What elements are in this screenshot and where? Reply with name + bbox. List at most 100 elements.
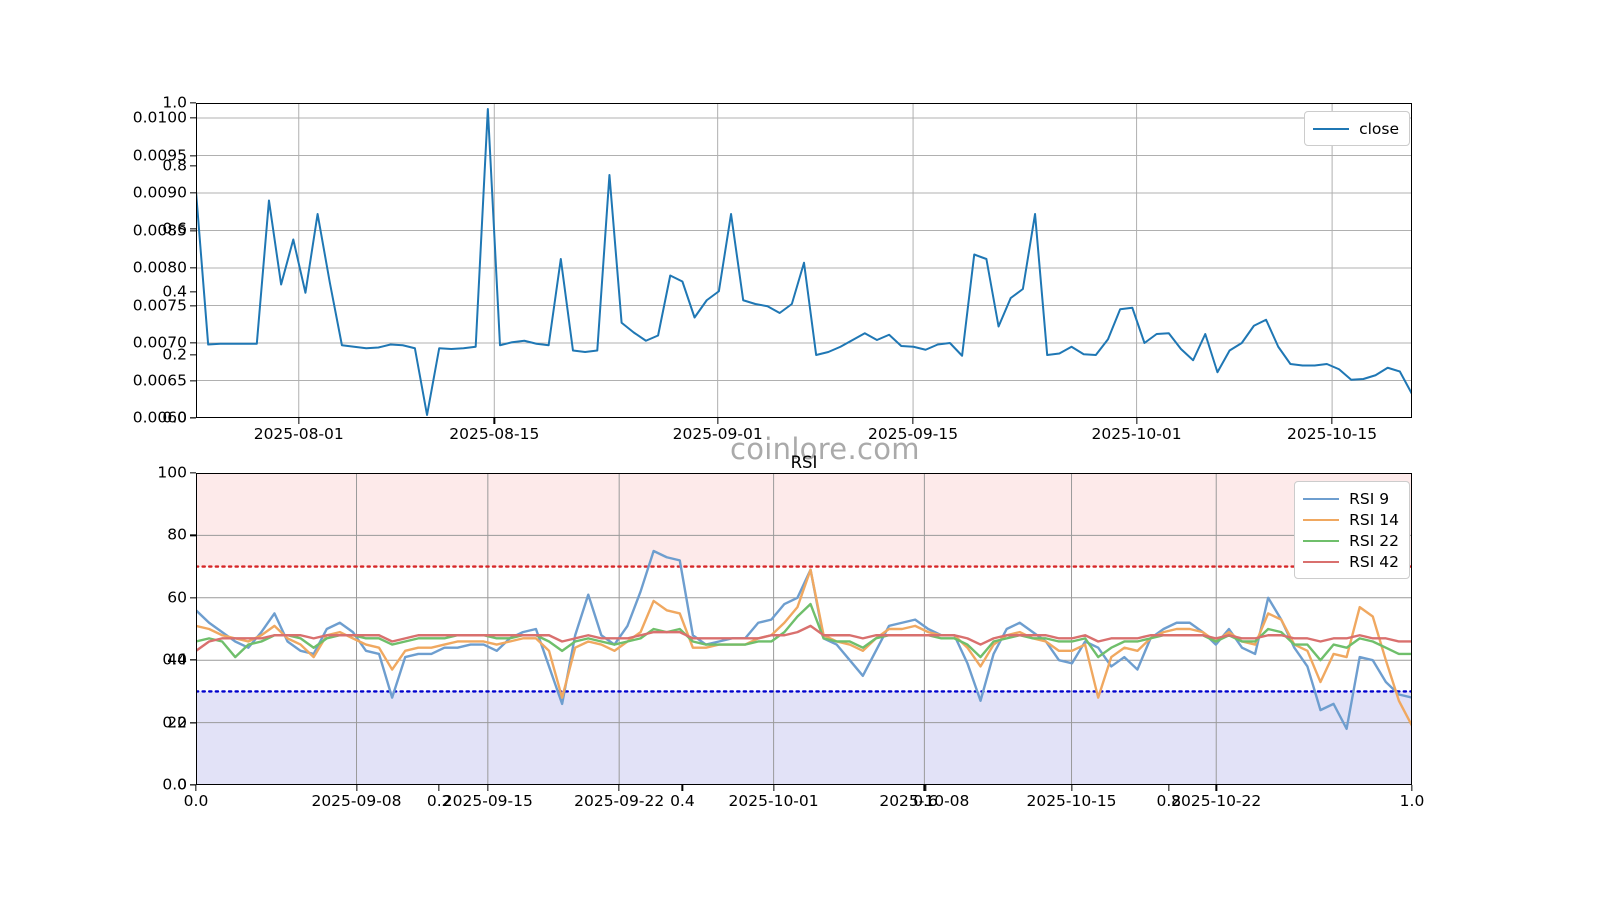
price-y-tick-mark [190, 304, 196, 307]
price-y-tick: 0.0060 [132, 408, 187, 427]
price-y-overlay-tick: 1.0 [162, 93, 187, 112]
rsi-x-date-tick-mark [487, 785, 489, 791]
price-y-tick: 0.0100 [132, 108, 187, 127]
price-legend: close [1304, 111, 1410, 146]
rsi-y-tick-mark [190, 597, 196, 599]
price-y-tick: 0.0075 [132, 295, 187, 314]
price-chart-panel: 0.0060 0.0065 0.0070 0.0075 0.0080 0.0085 0.00… [133, 95, 1412, 442]
rsi-x-date-tick-mark [772, 785, 775, 791]
price-y-tick: 0.0070 [132, 333, 187, 352]
price-y-overlay-tick-mark [190, 417, 196, 419]
rsi-x-date-tick: 2025-10-22 [1171, 792, 1262, 810]
price-close-line [196, 108, 1412, 416]
legend-label: RSI 9 [1349, 489, 1390, 508]
rsi-y-overlay-tick-mark [190, 721, 196, 724]
rsi-plot-area [196, 473, 1412, 785]
price-y-overlay-tick-mark [190, 165, 196, 167]
price-y-tick-mark [190, 379, 196, 382]
rsi-x-overlay-tick: 0.0 [183, 792, 209, 810]
rsi-x-overlay-tick-mark [195, 785, 197, 791]
rsi-x-date-tick: 2025-10-08 [879, 792, 970, 810]
price-y-overlay-tick-mark [190, 291, 196, 293]
price-x-tick: 2025-08-01 [253, 425, 344, 443]
rsi-x-date-tick-mark [1070, 785, 1073, 791]
rsi-x-date-tick-mark [618, 785, 620, 791]
price-y-tick: 0.0080 [132, 258, 187, 277]
rsi-panel-title: RSI [790, 453, 818, 472]
legend-label: RSI 22 [1349, 531, 1399, 550]
rsi-legend-item[interactable]: RSI 14 [1303, 509, 1399, 530]
rsi-y-overlay-tick: 0.0 [162, 775, 187, 794]
price-y-tick-mark [190, 229, 196, 232]
rsi-y-tick: 0 [177, 775, 187, 794]
rsi-x-overlay-tick: 0.2 [426, 792, 452, 810]
rsi-y-tick: 20 [167, 712, 187, 731]
rsi-x-overlay-tick-mark [1168, 785, 1170, 791]
rsi-y-tick-mark [190, 534, 196, 537]
price-y-overlay-tick-mark [190, 228, 196, 230]
rsi-x-overlay-tick-mark [924, 785, 927, 791]
rsi-x-date-tick: 2025-10-01 [728, 792, 819, 810]
price-y-tick-mark [190, 342, 196, 344]
rsi-y-overlay-tick-mark [190, 659, 196, 661]
rsi-y-tick: 40 [167, 650, 187, 669]
price-legend-item[interactable]: close [1313, 118, 1399, 139]
price-y-overlay-tick: 0.8 [162, 156, 187, 175]
rsi-legend-item[interactable]: RSI 9 [1303, 488, 1399, 509]
rsi-y-tick: 80 [167, 525, 187, 544]
rsi-x-overlay-tick-mark [681, 785, 684, 791]
price-y-tick: 0.0085 [132, 220, 187, 239]
rsi-y-tick-mark [190, 472, 196, 474]
price-y-overlay-tick: 0.6 [162, 219, 187, 238]
rsi-x-date-tick-mark [355, 785, 358, 791]
price-y-tick-mark [190, 267, 196, 269]
price-x-tick-mark [298, 418, 300, 424]
rsi-x-date-tick-mark [923, 785, 926, 791]
rsi-band [196, 473, 1412, 567]
price-x-tick-mark [912, 418, 914, 424]
price-x-tick-mark [717, 418, 719, 424]
price-y-overlay-tick: 0.0 [162, 408, 187, 427]
price-x-tick: 2025-08-15 [449, 425, 540, 443]
rsi-chart-panel: 0 20 40 60 80 100 0.0 0.2 0.4 2025-09-08 2025-09… [157, 465, 1424, 809]
rsi-x-overlay-tick: 0.4 [670, 792, 695, 810]
legend-line-swatch [1303, 518, 1340, 521]
legend-line-swatch [1303, 539, 1340, 542]
rsi-y-overlay-tick: 0.2 [162, 712, 187, 731]
rsi-legend: RSI 9 RSI 14 RSI 22 RSI 42 [1294, 481, 1410, 579]
price-y-tick-mark [190, 117, 196, 119]
rsi-line-rsi-42 [196, 624, 1412, 653]
legend-line-swatch [1313, 127, 1350, 130]
price-x-tick-mark [1331, 418, 1333, 424]
rsi-x-overlay-tick: 0.8 [1156, 792, 1182, 810]
rsi-x-overlay-tick-mark [438, 785, 440, 791]
price-x-tick: 2025-09-15 [868, 425, 959, 443]
price-y-overlay-tick: 0.2 [162, 345, 187, 364]
legend-line-swatch [1303, 497, 1340, 500]
price-y-tick: 0.0095 [132, 145, 187, 164]
rsi-band [196, 691, 1412, 785]
rsi-legend-item[interactable]: RSI 22 [1303, 530, 1399, 551]
price-x-tick-mark [493, 418, 495, 424]
rsi-y-overlay-tick-mark [190, 784, 196, 786]
watermark-coinlore: coinlore.com [730, 432, 920, 466]
rsi-x-date-tick: 2025-09-22 [574, 792, 665, 810]
price-x-tick-mark [1135, 418, 1138, 424]
rsi-legend-item[interactable]: RSI 42 [1303, 551, 1399, 572]
rsi-y-tick: 100 [157, 463, 187, 482]
rsi-y-tick: 60 [167, 588, 187, 607]
rsi-x-overlay-tick: 0.6 [913, 792, 938, 810]
price-y-overlay-tick-mark [190, 102, 196, 104]
price-y-tick-mark [190, 192, 196, 194]
rsi-x-overlay-tick: 1.0 [1399, 792, 1425, 810]
legend-line-swatch [1303, 560, 1340, 563]
rsi-x-date-tick: 2025-10-15 [1026, 792, 1117, 810]
rsi-y-overlay-tick: 0.4 [162, 650, 187, 669]
rsi-line-rsi-22 [196, 602, 1412, 662]
price-x-tick: 2025-09-01 [672, 425, 763, 443]
price-y-overlay-tick: 0.4 [162, 282, 187, 301]
price-x-tick: 2025-10-15 [1287, 425, 1378, 443]
price-plot-area [196, 103, 1412, 418]
legend-label: close [1359, 119, 1399, 138]
